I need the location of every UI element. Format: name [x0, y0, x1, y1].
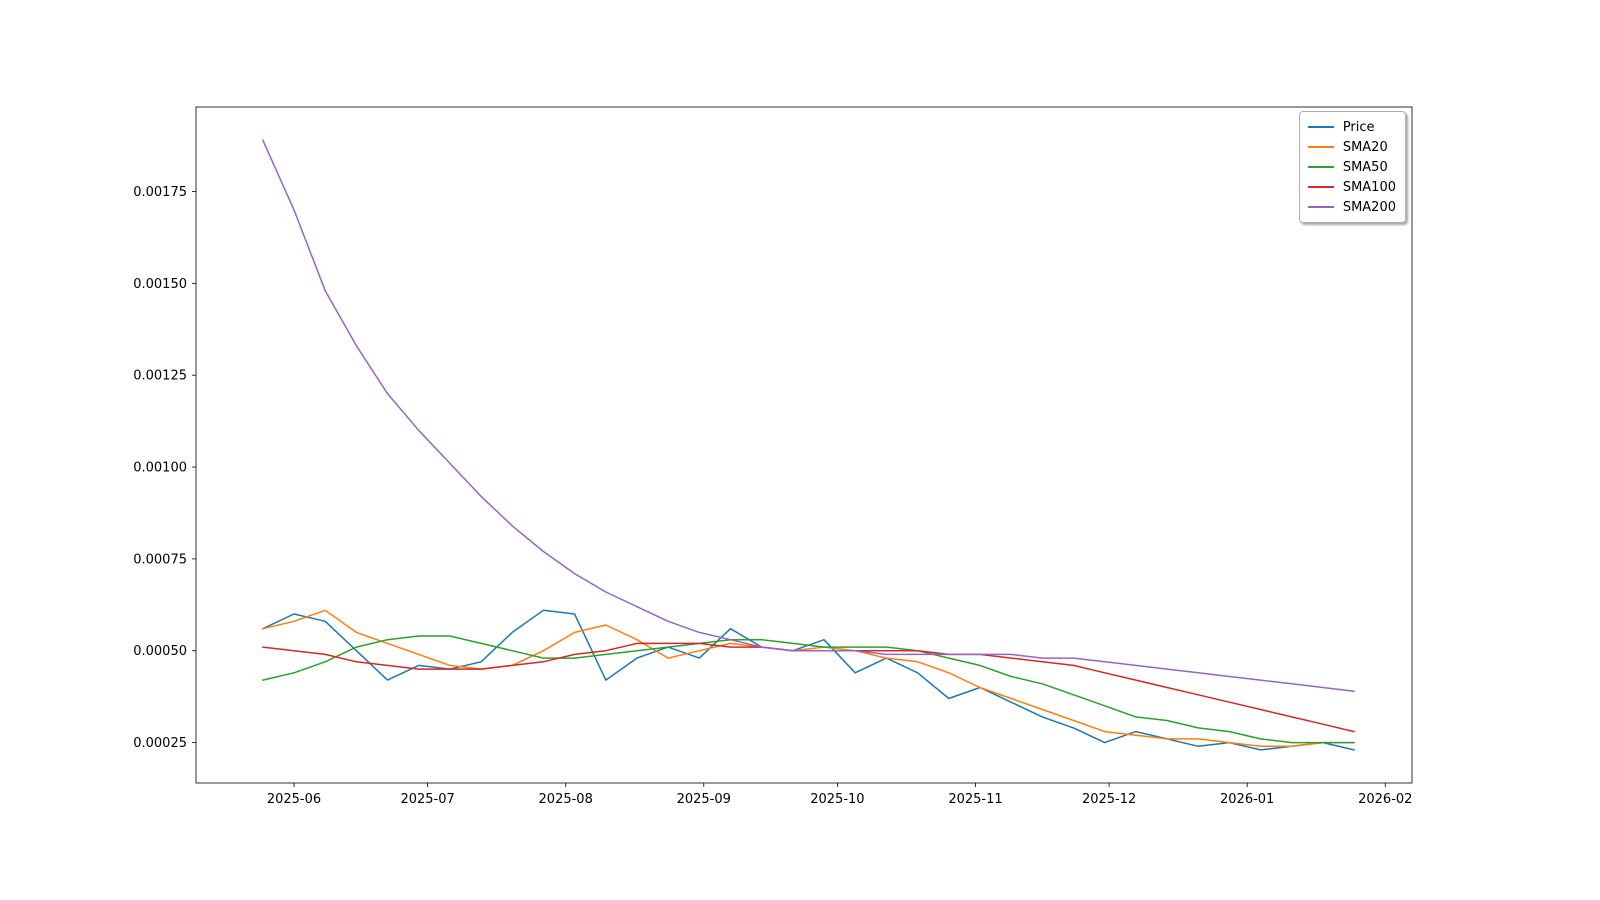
y-tick-label: 0.00150	[133, 277, 187, 292]
legend-label: Price	[1342, 119, 1375, 135]
y-tick-label: 0.00050	[133, 644, 187, 659]
series-line-sma20	[262, 609, 1355, 748]
y-tick-label: 0.00175	[133, 185, 187, 200]
y-tick-label: 0.00025	[133, 736, 187, 751]
legend-label: SMA100	[1342, 179, 1396, 195]
legend-item-sma200: SMA200	[1307, 197, 1396, 217]
plot-border	[195, 106, 1413, 784]
series-line-sma50	[262, 635, 1355, 744]
series-line-price	[262, 609, 1355, 751]
legend-line-swatch-sma50	[1307, 166, 1334, 168]
x-tick-label: 2026-01	[1220, 792, 1274, 807]
x-tick-label: 2025-06	[267, 792, 321, 807]
legend-label: SMA200	[1342, 199, 1396, 215]
legend-label: SMA20	[1342, 139, 1388, 155]
legend-line-swatch-sma100	[1307, 186, 1334, 188]
legend-item-sma20: SMA20	[1307, 137, 1396, 157]
y-tick-label: 0.00125	[133, 369, 187, 384]
y-tick-label: 0.00075	[133, 552, 187, 567]
legend-label: SMA50	[1342, 159, 1388, 175]
x-tick-label: 2025-10	[810, 792, 864, 807]
legend-line-swatch-sma20	[1307, 146, 1334, 148]
x-tick-label: 2025-09	[677, 792, 731, 807]
legend-line-swatch-price	[1307, 126, 1334, 128]
y-tick-label: 0.00100	[133, 461, 187, 476]
legend: Price SMA20 SMA50 SMA100 SMA200	[1298, 111, 1406, 223]
legend-item-sma100: SMA100	[1307, 177, 1396, 197]
x-tick-label: 2025-12	[1082, 792, 1136, 807]
series-line-sma200	[262, 139, 1355, 692]
x-tick-label: 2025-11	[948, 792, 1002, 807]
x-tick-label: 2025-07	[400, 792, 454, 807]
legend-item-price: Price	[1307, 117, 1396, 137]
legend-line-swatch-sma200	[1307, 206, 1334, 208]
x-tick-label: 2025-08	[539, 792, 593, 807]
legend-item-sma50: SMA50	[1307, 157, 1396, 177]
x-tick-label: 2026-02	[1358, 792, 1412, 807]
